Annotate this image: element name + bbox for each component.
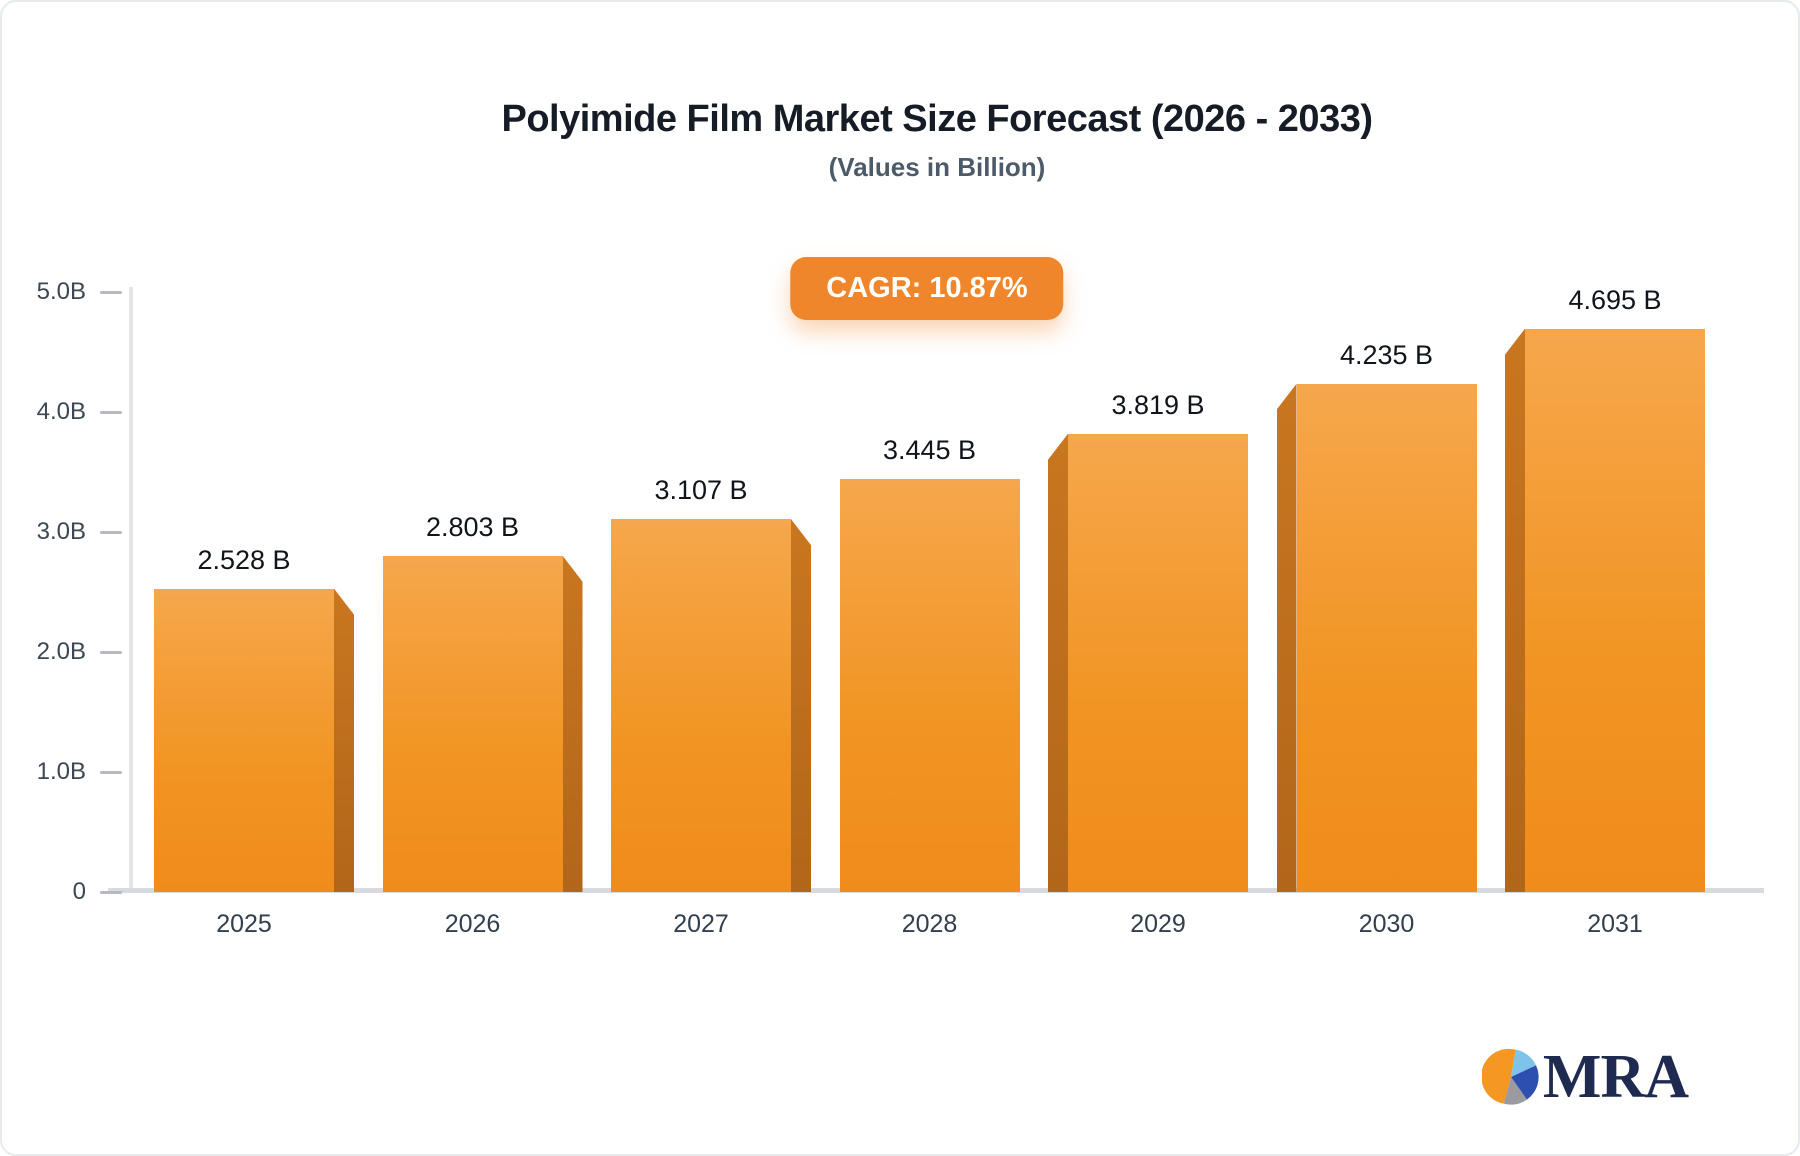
chart-subtitle: (Values in Billion) <box>828 152 1046 182</box>
bar-value-label: 4.695 B <box>1568 284 1662 315</box>
bar-3d-side <box>1505 328 1525 892</box>
x-axis-label: 2030 <box>1358 910 1415 938</box>
y-axis-line <box>129 287 133 892</box>
bar <box>1525 328 1705 892</box>
y-axis-tick-label: 5.0B <box>36 278 86 305</box>
bar-value-label: 3.445 B <box>882 434 977 465</box>
bar <box>611 519 791 892</box>
y-axis-tick-label: 0 <box>72 878 86 905</box>
x-axis-label: 2029 <box>1130 910 1186 938</box>
bar-3d-side <box>334 588 354 892</box>
y-axis-tick-mark <box>100 410 122 414</box>
y-axis-tick-mark <box>100 890 122 894</box>
bar-3d-side <box>1048 433 1068 892</box>
bar <box>1296 383 1477 892</box>
bar-value-label: 3.819 B <box>1111 389 1205 420</box>
y-axis-tick-label: 2.0B <box>36 638 86 665</box>
bar-value-label: 3.107 B <box>654 475 748 506</box>
y-axis-tick-mark <box>100 650 122 654</box>
bar-value-label: 2.803 B <box>425 511 520 542</box>
bar-3d-side <box>562 555 583 892</box>
bar-value-label: 2.528 B <box>197 544 291 575</box>
y-axis-tick-mark <box>100 770 122 774</box>
y-axis-tick-mark <box>100 290 122 294</box>
y-axis-tick-label: 3.0B <box>36 518 86 545</box>
x-axis-label: 2031 <box>1587 910 1643 938</box>
x-axis-label: 2026 <box>444 910 501 938</box>
logo-pie-icon <box>1481 1048 1539 1105</box>
bar-3d-side <box>1276 383 1297 892</box>
x-axis-label: 2025 <box>216 910 272 938</box>
bar-value-label: 4.235 B <box>1339 339 1434 370</box>
y-axis-tick-mark <box>100 530 122 534</box>
cagr-badge: CAGR: 10.87% <box>790 257 1064 320</box>
bar <box>1068 433 1248 892</box>
x-axis-label: 2027 <box>673 910 729 938</box>
logo-text: MRA <box>1542 1043 1689 1111</box>
brand-logo: MRA <box>1481 1043 1689 1111</box>
bar <box>382 555 563 892</box>
bar <box>154 588 334 892</box>
chart-title: Polyimide Film Market Size Forecast (202… <box>501 98 1374 140</box>
y-axis-tick-label: 4.0B <box>36 398 86 425</box>
bar-3d-side <box>791 519 811 892</box>
bar <box>839 478 1020 892</box>
x-axis-label: 2028 <box>901 910 958 938</box>
y-axis-tick-label: 1.0B <box>36 758 86 785</box>
